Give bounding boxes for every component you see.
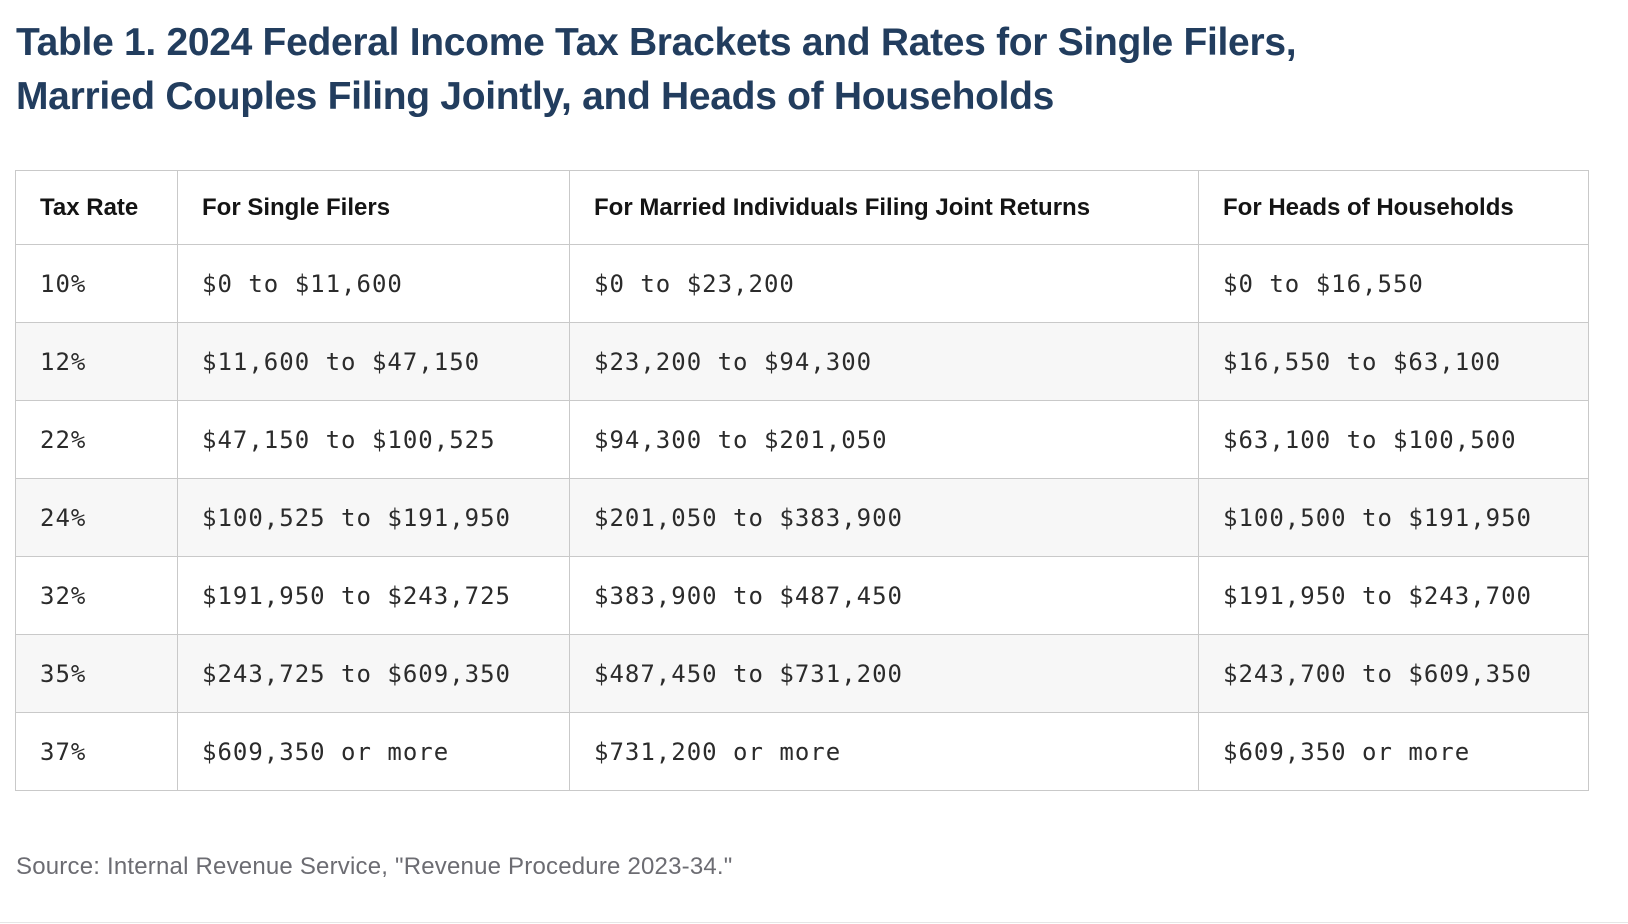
table-row: 22% $47,150 to $100,525 $94,300 to $201,… — [15, 400, 1589, 479]
page: Table 1. 2024 Federal Income Tax Bracket… — [15, 16, 1590, 880]
tax-rate-cell: 22% — [15, 400, 178, 479]
heads-of-households-range-cell: $16,550 to $63,100 — [1198, 322, 1589, 401]
married-joint-range-cell: $487,450 to $731,200 — [569, 634, 1199, 713]
page-title-line-2: Married Couples Filing Jointly, and Head… — [16, 75, 1055, 118]
heads-of-households-range-cell: $191,950 to $243,700 — [1198, 556, 1589, 635]
tax-rate-cell: 35% — [15, 634, 178, 713]
table-row: 37% $609,350 or more $731,200 or more $6… — [15, 712, 1589, 791]
single-filers-range-cell: $47,150 to $100,525 — [177, 400, 570, 479]
single-filers-range-cell: $0 to $11,600 — [177, 244, 570, 323]
source-attribution: Source: Internal Revenue Service, "Reven… — [16, 853, 733, 880]
single-filers-range-cell: $191,950 to $243,725 — [177, 556, 570, 635]
single-filers-range-cell: $609,350 or more — [177, 712, 570, 791]
married-joint-range-cell: $94,300 to $201,050 — [569, 400, 1199, 479]
tax-rate-cell: 24% — [15, 478, 178, 557]
single-filers-range-cell: $243,725 to $609,350 — [177, 634, 570, 713]
heads-of-households-range-cell: $609,350 or more — [1198, 712, 1589, 791]
table-row: 10% $0 to $11,600 $0 to $23,200 $0 to $1… — [15, 244, 1589, 323]
single-filers-range-cell: $11,600 to $47,150 — [177, 322, 570, 401]
tax-brackets-table: Tax Rate For Single Filers For Married I… — [15, 170, 1589, 791]
married-joint-range-cell: $23,200 to $94,300 — [569, 322, 1199, 401]
column-header-heads-of-households: For Heads of Households — [1198, 170, 1589, 245]
table-row: 24% $100,525 to $191,950 $201,050 to $38… — [15, 478, 1589, 557]
heads-of-households-range-cell: $63,100 to $100,500 — [1198, 400, 1589, 479]
heads-of-households-range-cell: $0 to $16,550 — [1198, 244, 1589, 323]
married-joint-range-cell: $201,050 to $383,900 — [569, 478, 1199, 557]
tax-rate-cell: 12% — [15, 322, 178, 401]
tax-rate-cell: 32% — [15, 556, 178, 635]
column-header-single-filers: For Single Filers — [177, 170, 570, 245]
page-title-line-1: Table 1. 2024 Federal Income Tax Bracket… — [16, 21, 1297, 64]
tax-rate-cell: 37% — [15, 712, 178, 791]
married-joint-range-cell: $383,900 to $487,450 — [569, 556, 1199, 635]
column-header-married-joint: For Married Individuals Filing Joint Ret… — [569, 170, 1199, 245]
heads-of-households-range-cell: $243,700 to $609,350 — [1198, 634, 1589, 713]
table-row: 32% $191,950 to $243,725 $383,900 to $48… — [15, 556, 1589, 635]
heads-of-households-range-cell: $100,500 to $191,950 — [1198, 478, 1589, 557]
tax-rate-cell: 10% — [15, 244, 178, 323]
table-row: 12% $11,600 to $47,150 $23,200 to $94,30… — [15, 322, 1589, 401]
table-header-row: Tax Rate For Single Filers For Married I… — [15, 170, 1589, 245]
married-joint-range-cell: $0 to $23,200 — [569, 244, 1199, 323]
column-header-tax-rate: Tax Rate — [15, 170, 178, 245]
table-row: 35% $243,725 to $609,350 $487,450 to $73… — [15, 634, 1589, 713]
page-title: Table 1. 2024 Federal Income Tax Bracket… — [16, 16, 1590, 124]
single-filers-range-cell: $100,525 to $191,950 — [177, 478, 570, 557]
bottom-divider — [0, 922, 1628, 923]
married-joint-range-cell: $731,200 or more — [569, 712, 1199, 791]
